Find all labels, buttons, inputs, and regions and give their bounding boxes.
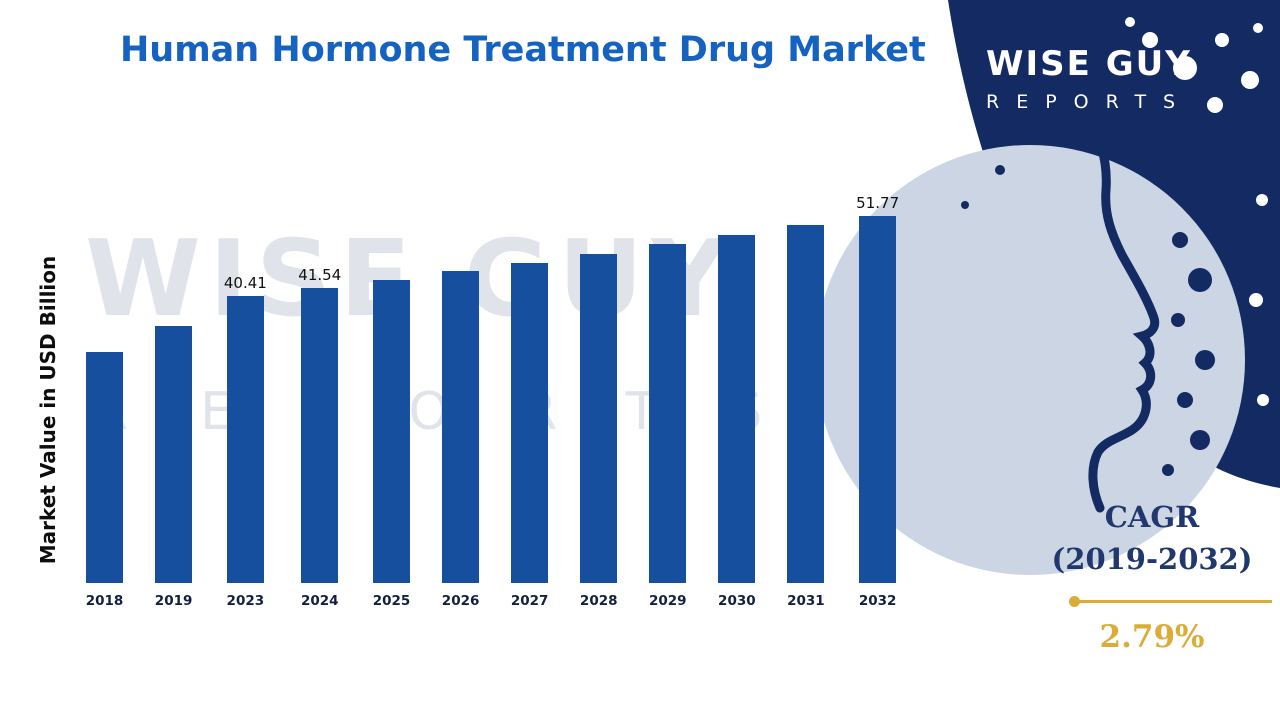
- x-tick-2025: 2025: [372, 593, 411, 609]
- bar-2018: [86, 352, 124, 583]
- bar-column-2018: 2018: [85, 150, 124, 616]
- x-tick-2018: 2018: [85, 593, 124, 609]
- bar-value-label-2024: 41.54: [298, 266, 342, 285]
- x-tick-2019: 2019: [154, 593, 193, 609]
- cagr-divider: [1069, 596, 1272, 607]
- bar-column-2027: 2027: [510, 150, 549, 616]
- bar-column-2031: 2031: [787, 150, 825, 616]
- bar-2027: [511, 262, 549, 583]
- bar-column-2024: 41.54 2024: [298, 150, 341, 616]
- cagr-divider-dot-icon: [1069, 596, 1080, 607]
- bar-2030: [718, 235, 756, 583]
- face-profile-icon: [1073, 103, 1160, 513]
- y-axis-label: Market Value in USD Billion: [36, 255, 60, 565]
- bar-2028: [580, 253, 618, 583]
- bar-value-label-2023: 40.41: [223, 274, 267, 293]
- decorative-dots-navy: [961, 165, 1215, 476]
- cagr-period: (2019-2032): [1051, 542, 1253, 576]
- bar-2025: [373, 279, 411, 583]
- bar-2031: [787, 225, 825, 583]
- bar-chart-plot: 2018 2019 40.41 2023 41.54 2024 2025 2026 2027 20…: [70, 150, 915, 616]
- bar-column-2032: 51.77 2032: [856, 150, 899, 616]
- cagr-title: CAGR: [1104, 500, 1200, 534]
- bar-column-2026: 2026: [441, 150, 480, 616]
- bar-2026: [442, 271, 480, 583]
- x-tick-2032: 2032: [858, 593, 897, 609]
- bar-column-2030: 2030: [718, 150, 756, 616]
- x-tick-2027: 2027: [510, 593, 549, 609]
- bar-2023: [226, 296, 264, 583]
- bar-2032: [859, 215, 897, 583]
- bar-value-label-2032: 51.77: [856, 193, 900, 212]
- x-tick-2031: 2031: [787, 593, 825, 609]
- bar-column-2028: 2028: [580, 150, 618, 616]
- bar-column-2019: 2019: [154, 150, 193, 616]
- x-tick-2030: 2030: [718, 593, 756, 609]
- bar-column-2025: 2025: [372, 150, 411, 616]
- x-tick-2023: 2023: [226, 593, 265, 609]
- bar-2029: [649, 244, 687, 583]
- x-tick-2028: 2028: [579, 593, 618, 609]
- cagr-block: CAGR (2019-2032) 2.79%: [1032, 500, 1272, 655]
- bar-column-2029: 2029: [649, 150, 687, 616]
- brand-name: WISE GUY: [986, 44, 1192, 84]
- bar-2019: [155, 326, 193, 583]
- page-title: Human Hormone Treatment Drug Market: [120, 30, 926, 70]
- brand-logo: WISE GUY REPORTS: [986, 44, 1192, 113]
- cagr-value: 2.79%: [1099, 619, 1205, 655]
- bar-2024: [301, 288, 339, 583]
- x-tick-2024: 2024: [300, 593, 339, 609]
- x-tick-2026: 2026: [441, 593, 480, 609]
- brand-subtitle: REPORTS: [986, 91, 1193, 113]
- bar-column-2023: 40.41 2023: [224, 150, 267, 616]
- x-tick-2029: 2029: [648, 593, 687, 609]
